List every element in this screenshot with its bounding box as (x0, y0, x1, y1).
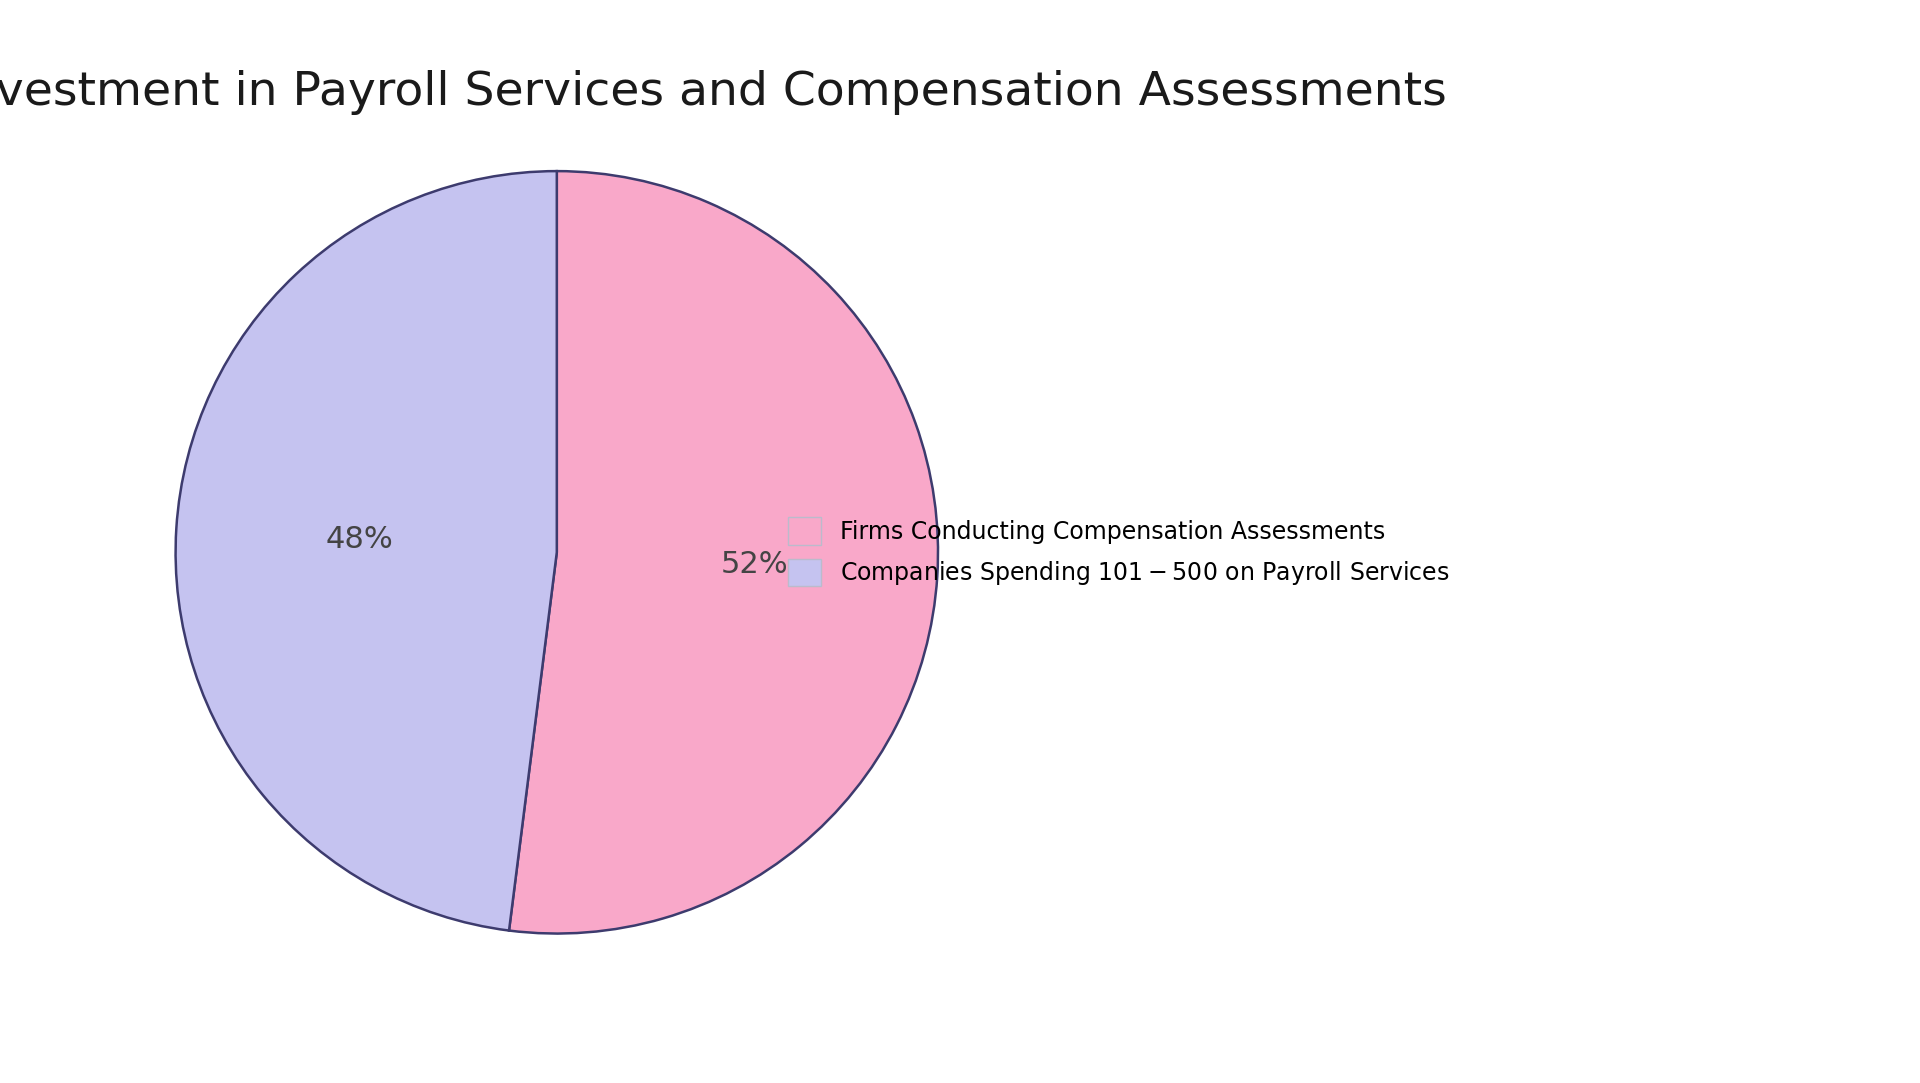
Text: Investment in Payroll Services and Compensation Assessments: Investment in Payroll Services and Compe… (0, 70, 1448, 116)
Legend: Firms Conducting Compensation Assessments, Companies Spending $101-$500 on Payro: Firms Conducting Compensation Assessment… (778, 508, 1459, 597)
Wedge shape (175, 171, 557, 930)
Wedge shape (509, 171, 939, 934)
Text: 48%: 48% (324, 525, 394, 554)
Text: 52%: 52% (720, 550, 789, 579)
